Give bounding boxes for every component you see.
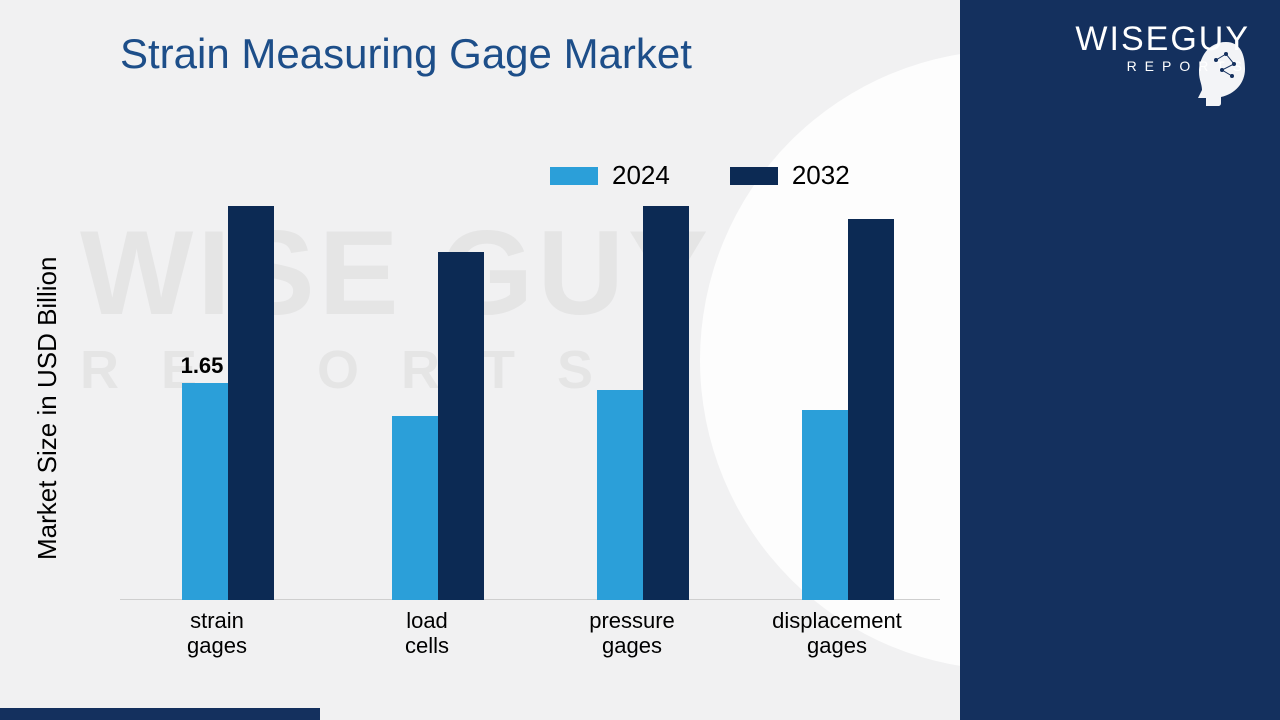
brand-logo: WISEGUY REPORTS (1075, 22, 1250, 74)
category-label: pressuregages (547, 608, 717, 659)
logo-word-wise: WISE (1075, 20, 1170, 58)
bar-2024 (802, 410, 848, 600)
y-axis-label: Market Size in USD Billion (32, 257, 63, 560)
head-icon (1196, 40, 1256, 110)
bar-2032 (228, 206, 274, 600)
bar-2024 (182, 383, 228, 600)
chart-canvas: WISE GUY REPORTS Strain Measuring Gage M… (0, 0, 1280, 720)
bar-2032 (643, 206, 689, 600)
bar-value-label: 1.65 (162, 353, 242, 379)
bar-2032 (438, 252, 484, 600)
chart-area: 1.65 straingages loadcells pressuregages di… (100, 160, 940, 660)
plot-area: 1.65 (120, 180, 940, 600)
category-label: displacementgages (752, 608, 922, 659)
bar-2024 (597, 390, 643, 600)
category-label: loadcells (342, 608, 512, 659)
bar-2024 (392, 416, 438, 600)
bottom-accent-bar (0, 708, 320, 720)
category-label: straingages (132, 608, 302, 659)
bar-2032 (848, 219, 894, 600)
chart-title: Strain Measuring Gage Market (120, 30, 692, 78)
